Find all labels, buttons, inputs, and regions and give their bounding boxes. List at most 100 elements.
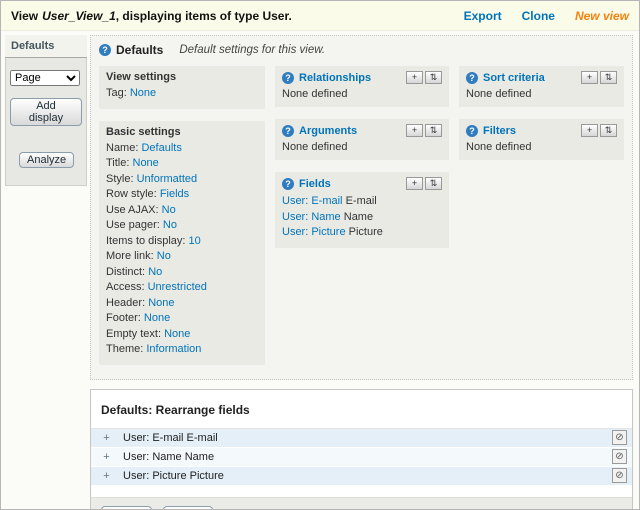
remove-field-button[interactable]: ⊘ [612, 449, 627, 464]
setting-access: Access: Unrestricted [106, 280, 258, 296]
add-argument-button[interactable]: + [406, 124, 423, 137]
field-item: User: Picture Picture [282, 225, 442, 241]
setting-name-link[interactable]: Defaults [141, 141, 182, 154]
field-email-link[interactable]: User: E-mail [282, 195, 343, 207]
page-title: View User_View_1, displaying items of typ… [11, 9, 292, 23]
arguments-box: ? Arguments + ⇅ None defined [275, 119, 449, 160]
rearrange-relationships-button[interactable]: ⇅ [425, 71, 442, 84]
update-button[interactable]: Update [101, 505, 153, 509]
field-picture-link[interactable]: User: Picture [282, 226, 346, 238]
rearrange-title: Defaults: Rearrange fields [101, 402, 250, 417]
help-icon[interactable]: ? [466, 71, 478, 84]
rearrange-fields-panel: Defaults: Rearrange fields + User: E-mai… [90, 388, 633, 509]
help-icon[interactable]: ? [282, 71, 294, 84]
help-icon[interactable]: ? [282, 124, 294, 137]
clone-link[interactable]: Clone [521, 8, 555, 23]
add-relationship-button[interactable]: + [406, 71, 423, 84]
sort-criteria-title-link[interactable]: Sort criteria [483, 71, 545, 84]
drag-handle-icon[interactable]: + [103, 469, 110, 482]
fields-title-link[interactable]: Fields [299, 177, 331, 190]
add-field-button[interactable]: + [406, 177, 423, 190]
table-row: + User: Name Name ⊘ [91, 447, 632, 467]
header-links: Export Clone New view [464, 9, 629, 23]
setting-label: Items to display: [106, 234, 186, 247]
setting-label: Style: [106, 172, 134, 185]
relationships-title-link[interactable]: Relationships [299, 71, 372, 84]
basic-settings-title: Basic settings [106, 125, 181, 138]
row-label: User: Name Name [123, 450, 215, 463]
setting-label: Title: [106, 157, 130, 169]
filters-box: ? Filters + ⇅ None defined [459, 119, 624, 160]
view-settings-box: View settings Tag: None [99, 66, 265, 109]
row-label: User: E-mail E-mail [123, 431, 218, 444]
display-type-select[interactable]: Page [10, 70, 80, 86]
remove-field-button[interactable]: ⊘ [612, 430, 627, 445]
display-settings-panel: ? Defaults Default settings for this vie… [90, 35, 633, 380]
settings-columns: View settings Tag: None Basic settings N… [99, 66, 624, 377]
setting-more-link-link[interactable]: No [156, 250, 171, 262]
setting-tag-link[interactable]: None [129, 87, 157, 99]
arguments-title-link[interactable]: Arguments [299, 124, 358, 137]
setting-empty-text: Empty text: None [106, 327, 258, 343]
help-icon[interactable]: ? [99, 44, 111, 56]
drag-handle-icon[interactable]: + [103, 431, 110, 444]
setting-name: Name: Defaults [106, 141, 258, 157]
cancel-button[interactable]: Cancel [162, 505, 213, 509]
setting-use-ajax-link[interactable]: No [161, 203, 176, 216]
setting-label: More link: [106, 250, 154, 262]
content-area: Defaults Page Add display Analyze ? Defa… [1, 31, 639, 509]
field-name-link[interactable]: User: Name [282, 210, 341, 223]
setting-row-style-link[interactable]: Fields [159, 188, 190, 200]
drag-handle-icon[interactable]: + [103, 450, 110, 463]
setting-items-to-display-link[interactable]: 10 [188, 234, 201, 247]
add-display-button[interactable]: Add display [10, 98, 82, 126]
analyze-button[interactable]: Analyze [19, 152, 75, 168]
setting-empty-text-link[interactable]: None [164, 327, 191, 340]
header-bar: View User_View_1, displaying items of typ… [1, 1, 639, 31]
setting-footer: Footer: None [106, 311, 258, 327]
setting-style-link[interactable]: Unformatted [136, 172, 198, 185]
setting-theme-link[interactable]: Information [146, 343, 202, 355]
relationships-head: ? Relationships + ⇅ [282, 71, 442, 84]
rearrange-sorts-button[interactable]: ⇅ [600, 71, 617, 84]
setting-label: Use pager: [106, 219, 160, 231]
add-filter-button[interactable]: + [581, 124, 598, 137]
add-sort-button[interactable]: + [581, 71, 598, 84]
setting-label: Row style: [106, 188, 157, 200]
help-icon[interactable]: ? [282, 177, 294, 190]
setting-footer-link[interactable]: None [143, 312, 171, 324]
setting-label: Empty text: [106, 327, 162, 340]
fields-box: ? Fields + ⇅ User: E-mail E-mail User: N… [275, 172, 449, 248]
remove-field-button[interactable]: ⊘ [612, 468, 627, 483]
filters-title-link[interactable]: Filters [483, 124, 517, 137]
column-left: View settings Tag: None Basic settings N… [99, 66, 265, 377]
view-settings-title: View settings [106, 71, 177, 83]
help-icon[interactable]: ? [466, 124, 478, 137]
display-title: Defaults [116, 43, 164, 57]
rearrange-fields-button[interactable]: ⇅ [425, 177, 442, 190]
rearrange-arguments-button[interactable]: ⇅ [425, 124, 442, 137]
rearrange-filters-button[interactable]: ⇅ [600, 124, 617, 137]
fields-head: ? Fields + ⇅ [282, 177, 442, 190]
setting-distinct-link[interactable]: No [148, 265, 163, 278]
setting-header-link[interactable]: None [148, 296, 175, 309]
export-link[interactable]: Export [463, 8, 502, 23]
display-header: ? Defaults Default settings for this vie… [99, 43, 624, 57]
setting-title-link[interactable]: None [132, 157, 159, 169]
setting-style: Style: Unformatted [106, 172, 258, 188]
setting-tag: Tag: None [106, 86, 258, 102]
arguments-empty: None defined [282, 141, 348, 153]
column-middle: ? Relationships + ⇅ None defined ? Argum… [275, 66, 449, 260]
field-suffix: E-mail [345, 195, 377, 207]
tab-defaults[interactable]: Defaults [5, 35, 87, 58]
filters-head: ? Filters + ⇅ [466, 124, 617, 137]
setting-access-link[interactable]: Unrestricted [147, 281, 207, 293]
arguments-head: ? Arguments + ⇅ [282, 124, 442, 137]
setting-label: Theme: [106, 343, 144, 355]
setting-use-pager-link[interactable]: No [162, 219, 177, 231]
relationships-box: ? Relationships + ⇅ None defined [275, 66, 449, 107]
new-view-link[interactable]: New view [574, 8, 629, 23]
setting-distinct: Distinct: No [106, 265, 258, 281]
setting-label: Header: [106, 296, 146, 309]
